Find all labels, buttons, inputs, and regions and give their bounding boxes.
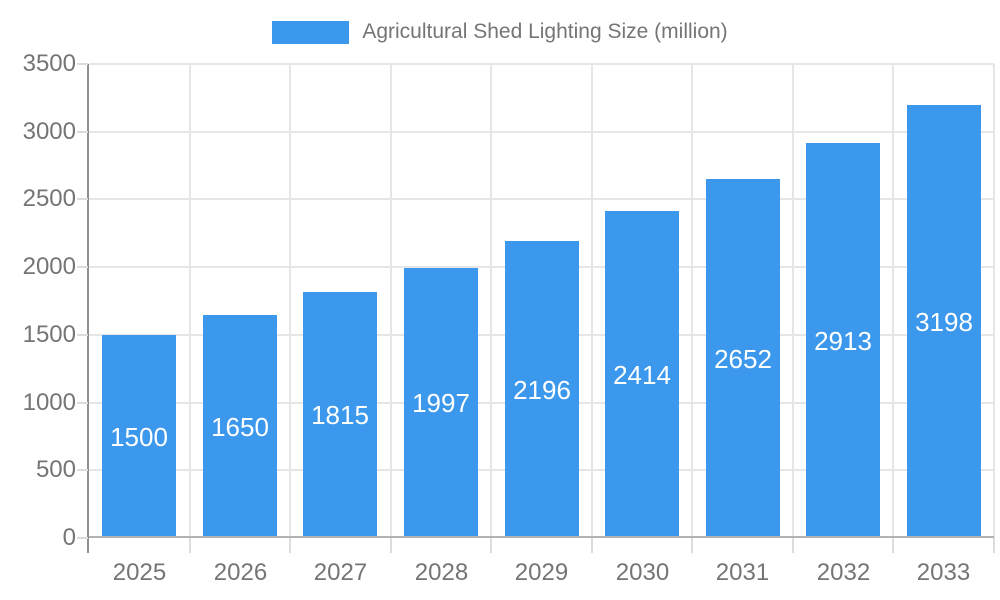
x-tick-label-2028: 2028: [414, 559, 469, 586]
chart-legend: Agricultural Shed Lighting Size (million…: [0, 14, 1000, 50]
gridline-vertical-4: [490, 64, 492, 538]
legend-label: Agricultural Shed Lighting Size (million…: [362, 20, 728, 44]
y-tick-label-0: 0: [62, 524, 76, 551]
bar-2025: 1500: [102, 335, 176, 538]
bar-2031: 2652: [706, 179, 780, 538]
x-tick-8: [892, 538, 894, 553]
bar-2033: 3198: [907, 105, 981, 538]
bar-2026: 1650: [203, 315, 277, 538]
x-tick-4: [490, 538, 492, 553]
gridline-vertical-2: [289, 64, 291, 538]
y-tick-3500: [77, 63, 88, 65]
x-axis-baseline: [89, 536, 994, 538]
y-tick-2000: [77, 266, 88, 269]
gridline-vertical-7: [792, 64, 794, 538]
x-tick-3: [390, 538, 392, 553]
y-tick-3000: [77, 130, 88, 133]
gridline-horizontal-3000: [89, 130, 994, 133]
x-tick-label-2029: 2029: [514, 559, 569, 586]
x-tick-label-2026: 2026: [213, 559, 268, 586]
gridline-horizontal-2500: [89, 198, 994, 201]
y-tick-500: [77, 469, 88, 472]
y-tick-0: [77, 537, 88, 539]
bar-value-label-2029: 2196: [513, 374, 571, 405]
gridline-vertical-8: [892, 64, 894, 538]
bar-2029: 2196: [505, 241, 579, 538]
x-tick-5: [591, 538, 593, 553]
y-tick-label-1000: 1000: [22, 388, 76, 416]
x-tick-label-2031: 2031: [715, 559, 770, 586]
x-tick-2: [289, 538, 291, 553]
gridline-vertical-3: [390, 64, 392, 538]
legend-swatch: [272, 20, 350, 44]
x-tick-label-2033: 2033: [916, 559, 971, 586]
plot-area: 1500 1650 1815 1997 2196 2414 2652 2913 3198: [89, 63, 995, 538]
x-tick-7: [792, 538, 794, 553]
gridline-vertical-5: [591, 64, 593, 538]
bar-value-label-2031: 2652: [714, 343, 772, 374]
y-tick-1000: [77, 401, 88, 404]
bar-2028: 1997: [404, 268, 478, 538]
y-tick-label-2500: 2500: [22, 185, 76, 213]
bar-value-label-2033: 3198: [915, 306, 973, 337]
bar-value-label-2028: 1997: [412, 388, 470, 418]
gridline-vertical-6: [691, 64, 693, 538]
bar-value-label-2025: 1500: [110, 421, 168, 452]
gridline-horizontal-3500: [89, 63, 994, 65]
x-tick-label-2027: 2027: [313, 559, 368, 586]
y-tick-2500: [77, 198, 88, 201]
y-tick-1500: [77, 333, 88, 336]
bar-2032: 2913: [806, 143, 880, 538]
x-tick-1: [189, 538, 191, 553]
bar-value-label-2026: 1650: [211, 411, 269, 442]
x-tick-label-2025: 2025: [112, 559, 167, 586]
y-axis-line: [87, 64, 89, 553]
bar-2027: 1815: [303, 292, 377, 538]
gridline-vertical-9: [993, 64, 995, 538]
bar-value-label-2027: 1815: [311, 400, 369, 430]
y-tick-label-1500: 1500: [22, 320, 76, 348]
y-tick-label-2000: 2000: [22, 253, 76, 281]
x-tick-label-2030: 2030: [615, 559, 670, 586]
x-tick-6: [691, 538, 693, 553]
y-tick-label-3000: 3000: [22, 117, 76, 145]
gridline-vertical-1: [189, 64, 191, 538]
bar-value-label-2030: 2414: [613, 359, 671, 390]
bar-value-label-2032: 2913: [814, 325, 872, 356]
y-tick-label-3500: 3500: [22, 50, 76, 77]
bar-2030: 2414: [605, 211, 679, 538]
x-tick-label-2032: 2032: [816, 559, 871, 586]
y-tick-label-500: 500: [35, 456, 76, 484]
x-tick-9: [993, 538, 995, 553]
